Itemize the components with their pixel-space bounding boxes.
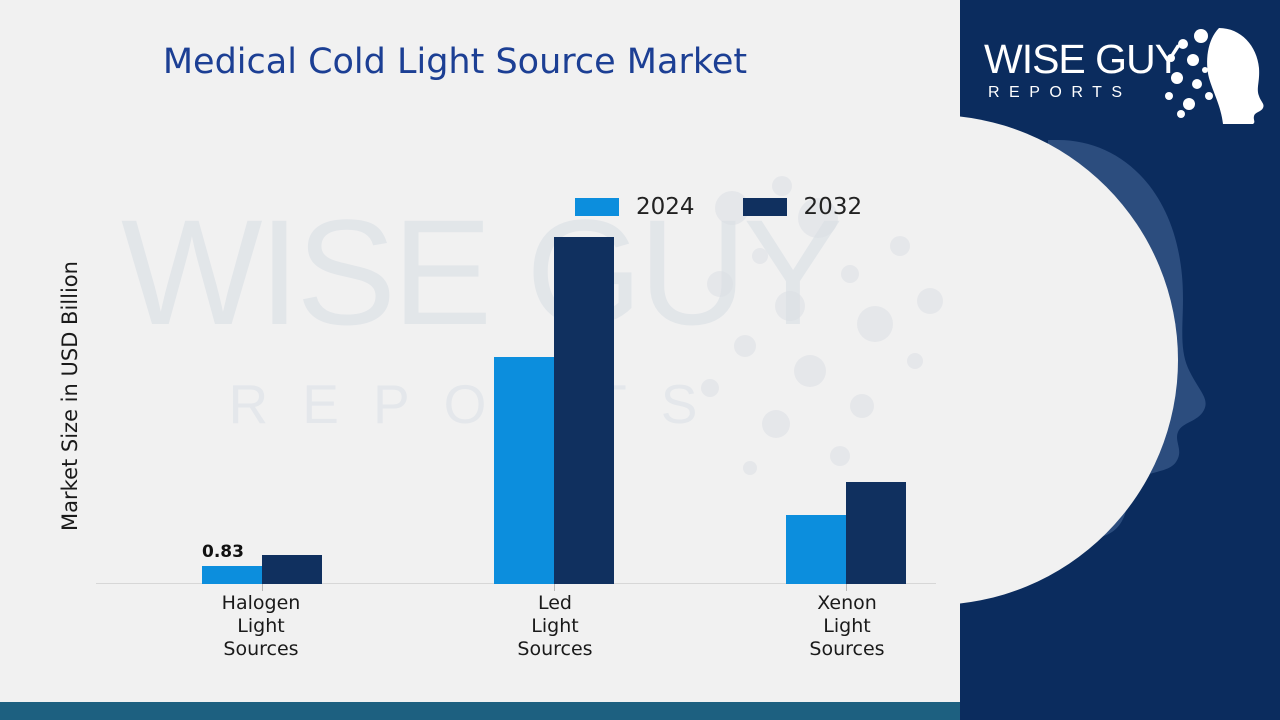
legend-swatch-2032 [742, 198, 787, 216]
bar-value-halogen-2024: 0.83 [202, 542, 244, 563]
bar-led-2032[interactable] [554, 237, 614, 584]
legend-label-2032: 2032 [803, 194, 863, 220]
x-label-halogen-line1: Halogen [221, 592, 301, 614]
x-label-halogen-line2: Light [237, 615, 285, 637]
x-label-xenon-line3: Sources [809, 638, 885, 660]
x-label-halogen-line3: Sources [223, 638, 299, 660]
bar-halogen-2032[interactable] [262, 554, 322, 584]
bar-xenon-2024[interactable] [786, 514, 846, 584]
bottom-accent-strip [0, 702, 960, 720]
page-title: Medical Cold Light Source Market [162, 42, 748, 82]
x-label-led-line3: Sources [517, 638, 593, 660]
y-axis-title: Market Size in USD Billion [58, 261, 82, 531]
logo-subtext: REPORTS [988, 84, 1132, 101]
bar-halogen-2024[interactable]: 0.83 [202, 542, 262, 584]
bar-group-xenon: Xenon Light Sources [746, 220, 976, 660]
x-label-led-line2: Light [531, 615, 579, 637]
bar-xenon-2032[interactable] [846, 482, 906, 584]
x-tick-xenon [846, 584, 847, 591]
x-tick-halogen [262, 584, 263, 591]
legend-item-2024[interactable]: 2024 [575, 194, 695, 220]
legend-item-2032[interactable]: 2032 [742, 194, 863, 220]
legend-swatch-2024 [575, 198, 619, 216]
x-label-led: Led Light Sources [440, 592, 670, 661]
x-label-xenon-line2: Light [823, 615, 871, 637]
legend-label-2024: 2024 [636, 194, 695, 220]
bar-group-led: Led Light Sources [456, 220, 686, 660]
logo-head-icon [1165, 28, 1264, 124]
logo-wordmark: WISE GUY [984, 36, 1182, 82]
x-label-xenon: Xenon Light Sources [732, 592, 962, 661]
bar-led-2024[interactable] [494, 356, 554, 584]
x-label-led-line1: Led [537, 592, 572, 614]
x-label-halogen: Halogen Light Sources [146, 592, 376, 661]
x-label-xenon-line1: Xenon [817, 592, 877, 614]
bar-group-halogen: 0.83 Halogen Light Sources [166, 220, 396, 660]
brand-logo[interactable]: WISE GUY REPORTS [980, 28, 1270, 124]
x-tick-led [554, 584, 555, 591]
brand-panel [960, 0, 1280, 720]
plot-area: 0.83 Halogen Light Sources Led Light Sou… [96, 220, 936, 660]
chart-legend: 2024 2032 [575, 194, 862, 220]
